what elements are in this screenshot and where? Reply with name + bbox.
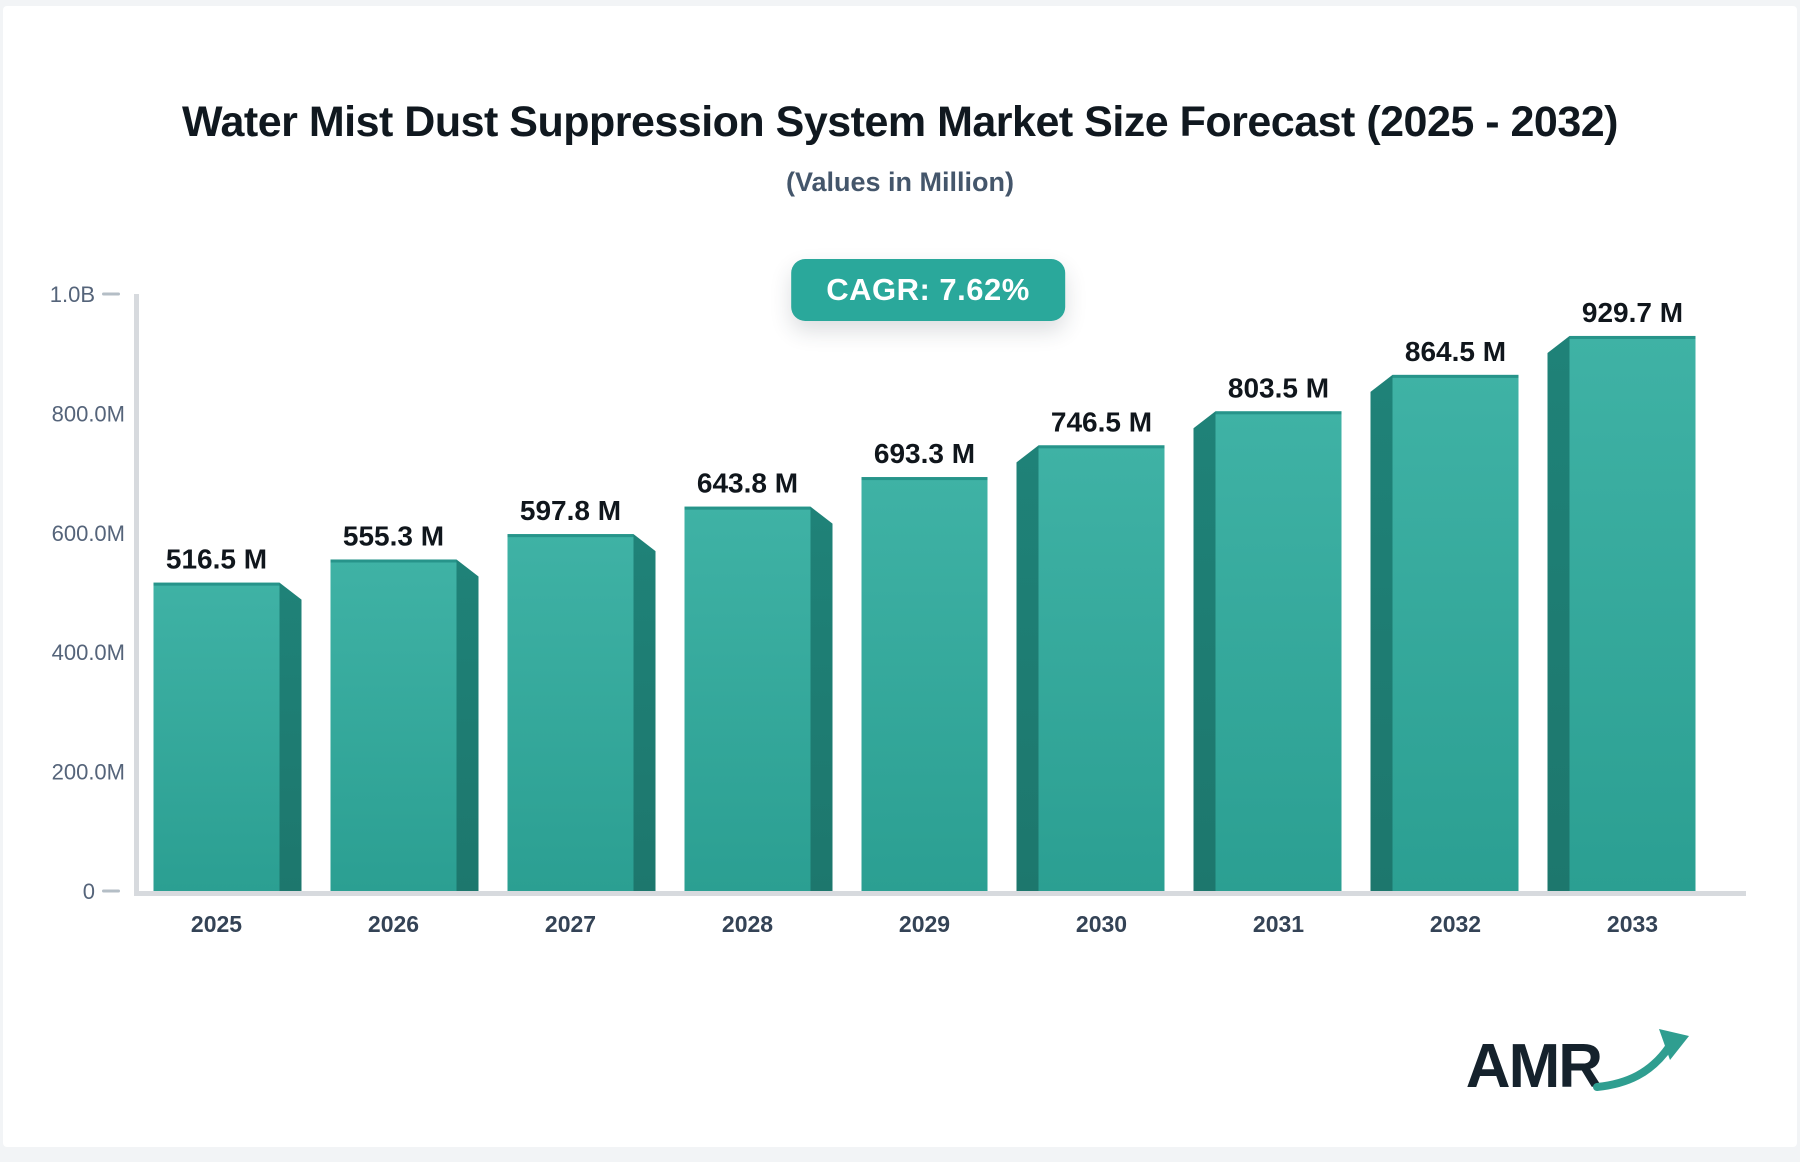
x-axis-label: 2030 <box>1076 911 1127 937</box>
bar-side-panel <box>456 559 479 891</box>
bar-side-panel <box>810 506 833 891</box>
bar-2028 <box>684 506 811 891</box>
x-axis-label: 2032 <box>1430 911 1481 937</box>
bar-2029 <box>861 477 988 891</box>
bar-side-panel <box>1193 411 1216 891</box>
bar-value-label: 555.3 M <box>343 520 444 551</box>
bar-chart-svg: 0 200.0M 400.0M 600.0M 800.0M 1.0B 516.5 M 2025… <box>50 282 1746 937</box>
bar-value-label: 516.5 M <box>166 544 267 575</box>
y-axis-label: 200.0M <box>52 760 125 785</box>
y-axis-line <box>134 294 139 896</box>
bar-2032 <box>1392 374 1519 891</box>
bar-value-label: 803.5 M <box>1228 372 1329 403</box>
bar-top-edge <box>507 534 634 538</box>
x-axis-label: 2031 <box>1253 911 1304 937</box>
bar-side-panel <box>633 534 656 891</box>
trend-up-arrow-icon <box>1593 1029 1689 1091</box>
bar-top-edge <box>1392 374 1519 378</box>
bar-2025 <box>153 582 280 891</box>
bar-2027 <box>507 534 634 891</box>
bar-value-label: 929.7 M <box>1582 297 1683 328</box>
y-axis-label: 1.0B <box>50 282 95 307</box>
bar-2030 <box>1038 445 1165 891</box>
y-axis-tick <box>102 292 120 296</box>
bar-top-edge <box>153 582 280 586</box>
bar-side-panel <box>1547 335 1570 891</box>
bar-side-panel <box>279 582 302 891</box>
y-axis-tick <box>102 889 120 893</box>
bar-chart-plot: 0 200.0M 400.0M 600.0M 800.0M 1.0B 516.5 M 2025… <box>3 6 1797 1147</box>
x-axis-label: 2026 <box>368 911 419 937</box>
bar-top-edge <box>1215 411 1342 415</box>
chart-header: Water Mist Dust Suppression System Marke… <box>3 98 1797 198</box>
y-axis-label: 800.0M <box>52 401 125 426</box>
amr-logo-text: AMR <box>1465 1032 1603 1102</box>
bar-value-label: 864.5 M <box>1405 336 1506 367</box>
bar-2033 <box>1569 335 1696 891</box>
bar-2026 <box>330 559 457 891</box>
bar-side-panel <box>1370 374 1393 891</box>
x-axis-label: 2033 <box>1607 911 1658 937</box>
bar-top-edge <box>684 506 811 510</box>
x-axis-line <box>134 891 1746 896</box>
x-axis-label: 2028 <box>722 911 773 937</box>
cagr-badge-label: CAGR: 7.62% <box>826 272 1030 307</box>
amr-logo: AMR <box>1465 1027 1697 1102</box>
bar-top-edge <box>330 559 457 563</box>
bar-top-edge <box>1038 445 1165 449</box>
bar-2031 <box>1215 411 1342 891</box>
bar-side-panel <box>1016 445 1039 891</box>
x-axis-label: 2025 <box>191 911 242 937</box>
y-axis-label: 0 <box>83 879 95 904</box>
bar-top-edge <box>861 477 988 481</box>
x-axis-label: 2029 <box>899 911 950 937</box>
bar-value-label: 746.5 M <box>1051 406 1152 437</box>
bar-top-edge <box>1569 335 1696 339</box>
x-axis-label: 2027 <box>545 911 596 937</box>
chart-card: Water Mist Dust Suppression System Marke… <box>3 6 1797 1147</box>
chart-title: Water Mist Dust Suppression System Marke… <box>182 98 1618 146</box>
y-axis-label: 400.0M <box>52 640 125 665</box>
cagr-badge: CAGR: 7.62% <box>791 259 1065 321</box>
bar-value-label: 643.8 M <box>697 468 798 499</box>
bar-value-label: 597.8 M <box>520 495 621 526</box>
bar-value-label: 693.3 M <box>874 438 975 469</box>
chart-subtitle: (Values in Million) <box>785 167 1015 197</box>
y-axis-label: 600.0M <box>52 521 125 546</box>
